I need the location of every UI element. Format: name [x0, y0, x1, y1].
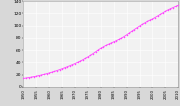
- Point: [99, 47, 102, 49]
- Point: [151, 18, 154, 20]
- Point: [50, 71, 53, 73]
- Point: [81, 59, 84, 61]
- Point: [76, 61, 79, 63]
- Point: [71, 64, 74, 66]
- Point: [166, 9, 169, 11]
- Point: [94, 51, 97, 53]
- Point: [68, 65, 71, 67]
- Point: [89, 54, 92, 56]
- Point: [45, 73, 48, 75]
- Point: [112, 41, 115, 43]
- Point: [120, 37, 123, 39]
- Point: [154, 17, 156, 18]
- Point: [58, 69, 61, 70]
- Point: [133, 29, 136, 30]
- Point: [164, 10, 167, 12]
- Point: [138, 25, 141, 27]
- Point: [30, 76, 33, 78]
- Point: [86, 56, 89, 58]
- Point: [84, 58, 87, 59]
- Point: [136, 27, 138, 29]
- Point: [141, 24, 143, 25]
- Point: [61, 68, 64, 70]
- Point: [146, 21, 149, 22]
- Point: [117, 39, 120, 40]
- Point: [102, 46, 105, 48]
- Point: [105, 45, 107, 46]
- Point: [27, 77, 30, 78]
- Point: [143, 22, 146, 24]
- Point: [63, 67, 66, 69]
- Point: [159, 14, 162, 15]
- Point: [40, 74, 43, 76]
- Point: [66, 66, 69, 68]
- Point: [148, 19, 151, 21]
- Point: [37, 75, 40, 76]
- Point: [161, 12, 164, 14]
- Point: [35, 75, 38, 77]
- Point: [169, 8, 172, 10]
- Point: [79, 60, 82, 62]
- Point: [43, 73, 46, 75]
- Point: [53, 71, 56, 72]
- Point: [174, 6, 177, 7]
- Point: [55, 70, 58, 71]
- Point: [24, 77, 27, 79]
- Point: [22, 78, 25, 79]
- Point: [97, 49, 100, 51]
- Point: [74, 63, 76, 64]
- Point: [107, 43, 110, 45]
- Point: [172, 7, 174, 8]
- Point: [123, 36, 125, 37]
- Point: [110, 42, 112, 44]
- Point: [115, 40, 118, 42]
- Point: [48, 72, 51, 74]
- Point: [125, 34, 128, 36]
- Point: [32, 76, 35, 77]
- Point: [92, 53, 94, 54]
- Point: [128, 32, 131, 34]
- Point: [130, 30, 133, 32]
- Point: [177, 5, 180, 6]
- Point: [156, 15, 159, 17]
